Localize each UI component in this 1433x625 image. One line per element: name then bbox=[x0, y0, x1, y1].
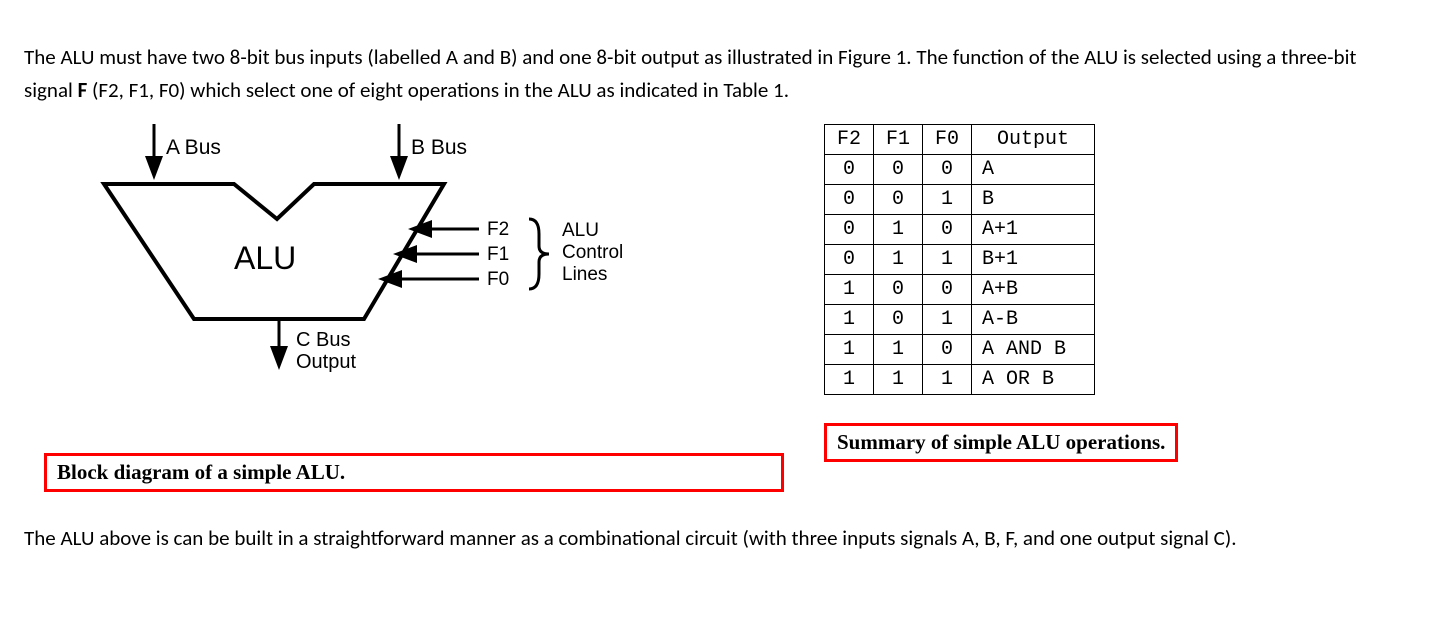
table-row: 110A AND B bbox=[825, 335, 1095, 365]
c-bus-label: C Bus bbox=[296, 329, 350, 351]
table-row: 101A-B bbox=[825, 305, 1095, 335]
intro-paragraph: The ALU must have two 8-bit bus inputs (… bbox=[24, 41, 1409, 106]
alu-svg: A Bus B Bus ALU F2 F1 F0 ALU Control Lin… bbox=[84, 124, 704, 404]
table-header-row: F2 F1 F0 Output bbox=[825, 125, 1095, 155]
ctl2: Control bbox=[562, 242, 623, 263]
th-f1: F1 bbox=[874, 125, 923, 155]
th-f0: F0 bbox=[923, 125, 972, 155]
table-row: 001B bbox=[825, 185, 1095, 215]
f2-label: F2 bbox=[487, 219, 509, 240]
f1-label: F1 bbox=[487, 244, 509, 265]
alu-operations-table: F2 F1 F0 Output 000A 001B 010A+1 011B+1 … bbox=[824, 124, 1095, 395]
b-bus-label: B Bus bbox=[411, 136, 467, 159]
para1-bold: F bbox=[78, 77, 88, 103]
ctl3: Lines bbox=[562, 264, 607, 285]
table-row: 011B+1 bbox=[825, 245, 1095, 275]
caption-right: Summary of simple ALU operations. bbox=[824, 423, 1178, 462]
table-row: 000A bbox=[825, 155, 1095, 185]
ctl1: ALU bbox=[562, 220, 599, 241]
th-output: Output bbox=[972, 125, 1095, 155]
c-out-label: Output bbox=[296, 351, 356, 373]
a-bus-label: A Bus bbox=[166, 136, 221, 159]
alu-text: ALU bbox=[234, 240, 296, 276]
diagram-column: A Bus B Bus ALU F2 F1 F0 ALU Control Lin… bbox=[24, 124, 784, 492]
alu-diagram: A Bus B Bus ALU F2 F1 F0 ALU Control Lin… bbox=[24, 124, 784, 409]
para1-part2: (F2, F1, F0) which select one of eight o… bbox=[87, 77, 789, 103]
closing-paragraph: The ALU above is can be built in a strai… bbox=[24, 522, 1409, 555]
figure-row: A Bus B Bus ALU F2 F1 F0 ALU Control Lin… bbox=[24, 124, 1409, 492]
f0-label: F0 bbox=[487, 269, 509, 290]
table-row: 010A+1 bbox=[825, 215, 1095, 245]
table-row: 111A OR B bbox=[825, 365, 1095, 395]
caption-left: Block diagram of a simple ALU. bbox=[44, 453, 784, 492]
table-row: 100A+B bbox=[825, 275, 1095, 305]
table-column: F2 F1 F0 Output 000A 001B 010A+1 011B+1 … bbox=[824, 124, 1409, 462]
th-f2: F2 bbox=[825, 125, 874, 155]
